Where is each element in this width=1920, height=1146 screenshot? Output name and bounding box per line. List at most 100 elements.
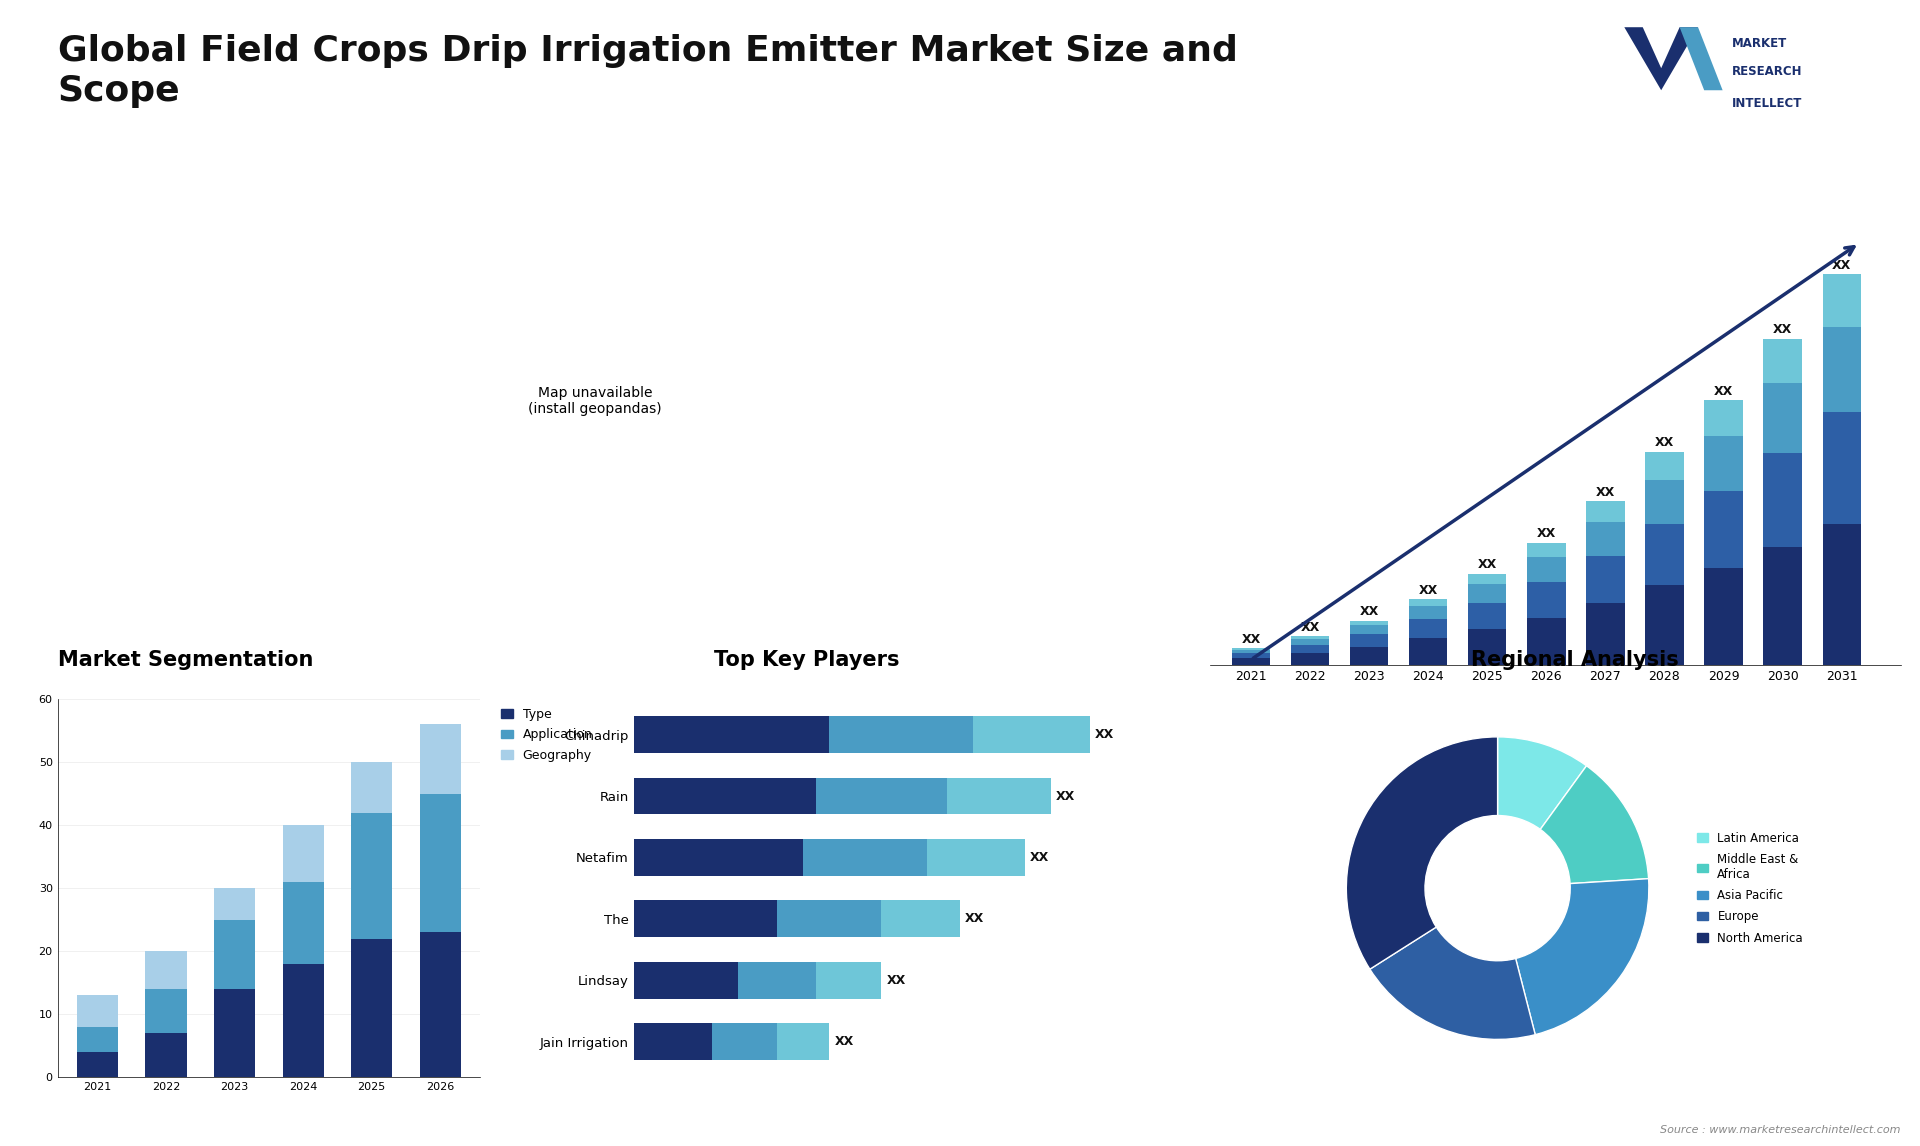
Legend: Latin America, Middle East &
Africa, Asia Pacific, Europe, North America: Latin America, Middle East & Africa, Asi… (1693, 827, 1809, 949)
Bar (1645, 480, 1684, 524)
Bar (1290, 645, 1329, 653)
Bar (1409, 619, 1448, 638)
Bar (282, 964, 324, 1077)
Bar (77, 1027, 117, 1052)
Text: XX: XX (835, 1035, 854, 1049)
Text: Source : www.marketresearchintellect.com: Source : www.marketresearchintellect.com (1661, 1124, 1901, 1135)
Bar (816, 778, 947, 815)
Bar (1763, 383, 1801, 454)
Bar (778, 901, 881, 937)
Bar (282, 882, 324, 964)
Wedge shape (1369, 927, 1536, 1039)
Bar (1526, 557, 1565, 582)
Bar (634, 961, 737, 998)
Text: XX: XX (1772, 323, 1791, 337)
Text: XX: XX (1536, 527, 1555, 540)
Text: RESEARCH: RESEARCH (1732, 65, 1803, 78)
Wedge shape (1498, 737, 1586, 830)
Polygon shape (1680, 28, 1722, 91)
Wedge shape (1346, 737, 1498, 970)
Text: XX: XX (1056, 790, 1075, 802)
Bar (1469, 629, 1507, 665)
Text: XX: XX (1419, 583, 1438, 597)
Bar (1233, 653, 1271, 658)
Bar (634, 778, 816, 815)
Bar (634, 901, 778, 937)
Bar (1645, 524, 1684, 586)
Text: XX: XX (1300, 621, 1319, 634)
Text: XX: XX (1832, 259, 1851, 272)
Legend: Type, Application, Geography: Type, Application, Geography (499, 705, 595, 764)
Polygon shape (1624, 28, 1697, 91)
Bar (634, 839, 803, 876)
Bar (803, 839, 927, 876)
Wedge shape (1515, 879, 1649, 1035)
Bar (881, 901, 960, 937)
Text: XX: XX (1478, 558, 1498, 572)
Text: Global Field Crops Drip Irrigation Emitter Market Size and
Scope: Global Field Crops Drip Irrigation Emitt… (58, 34, 1238, 108)
Bar (1763, 339, 1801, 383)
Bar (146, 989, 186, 1034)
Bar (420, 724, 461, 793)
Bar (1586, 556, 1624, 603)
Bar (1409, 606, 1448, 619)
Bar (737, 961, 816, 998)
Bar (1469, 603, 1507, 629)
Bar (1526, 542, 1565, 557)
Bar (1469, 584, 1507, 603)
Bar (1645, 452, 1684, 480)
Bar (213, 919, 255, 989)
Text: XX: XX (1094, 728, 1114, 741)
Bar (213, 888, 255, 919)
Bar (1705, 567, 1743, 665)
Bar (1763, 548, 1801, 665)
Bar (973, 716, 1091, 753)
Bar (1705, 400, 1743, 435)
Bar (829, 716, 973, 753)
Bar (1290, 636, 1329, 639)
Bar (634, 1023, 712, 1060)
Bar (1409, 599, 1448, 606)
Bar (1586, 521, 1624, 556)
Bar (1233, 658, 1271, 665)
Bar (420, 793, 461, 933)
Bar (1350, 634, 1388, 647)
Bar (778, 1023, 829, 1060)
Text: Market Segmentation: Market Segmentation (58, 651, 313, 670)
Bar (1586, 502, 1624, 521)
Bar (282, 825, 324, 882)
Bar (1350, 647, 1388, 665)
Bar (1705, 492, 1743, 567)
Text: XX: XX (966, 912, 985, 925)
Text: XX: XX (1715, 385, 1734, 398)
Bar (927, 839, 1025, 876)
Bar (213, 989, 255, 1077)
Bar (634, 716, 829, 753)
Bar (1233, 650, 1271, 653)
Bar (77, 1052, 117, 1077)
Bar (1350, 621, 1388, 626)
Bar (1469, 574, 1507, 584)
Text: MARKET: MARKET (1732, 37, 1788, 49)
Bar (1350, 626, 1388, 634)
Text: XX: XX (1596, 486, 1615, 500)
Bar (1526, 582, 1565, 618)
Text: Top Key Players: Top Key Players (714, 651, 899, 670)
Bar (1586, 603, 1624, 665)
Bar (77, 995, 117, 1027)
Bar (816, 961, 881, 998)
Text: XX: XX (1029, 851, 1048, 864)
Wedge shape (1540, 766, 1649, 884)
Bar (1822, 274, 1860, 327)
Text: XX: XX (887, 974, 906, 987)
Bar (351, 762, 392, 813)
Bar (1409, 638, 1448, 665)
Bar (1822, 327, 1860, 413)
Bar (351, 939, 392, 1077)
Text: Regional Analysis: Regional Analysis (1471, 651, 1678, 670)
Bar (420, 933, 461, 1077)
Text: XX: XX (1359, 605, 1379, 619)
Bar (1763, 454, 1801, 548)
Bar (351, 813, 392, 939)
Bar (1526, 618, 1565, 665)
